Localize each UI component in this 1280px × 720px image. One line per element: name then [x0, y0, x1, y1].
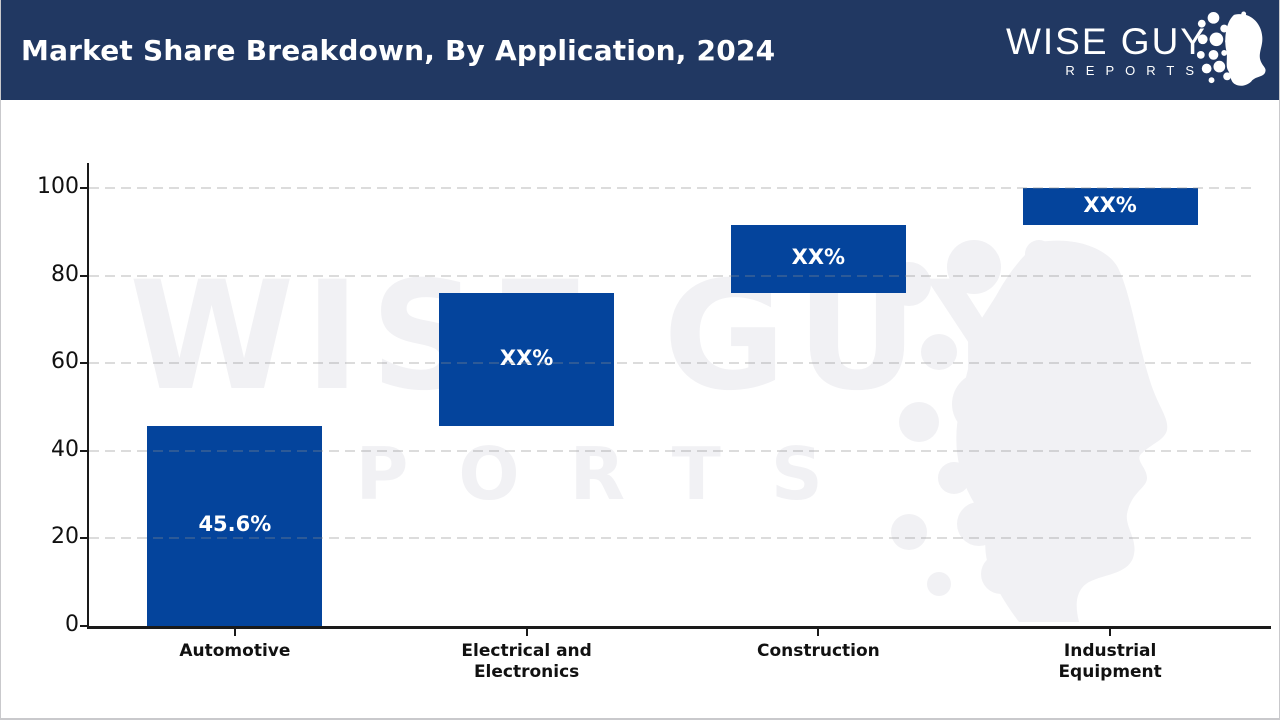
x-category-label: Automotive [105, 641, 365, 662]
y-tick-label-40: 40 [51, 436, 79, 462]
gridline-40 [89, 449, 1256, 452]
y-tick-mark-100 [80, 187, 88, 189]
y-tick-mark-60 [80, 362, 88, 365]
x-category-label-line: Equipment [1058, 662, 1162, 682]
bar-industrial-equipment: XX% [1022, 188, 1198, 226]
y-tick-label-0: 0 [65, 612, 79, 637]
wiseguy-logo: WISE GUY REPORTS [1006, 6, 1271, 94]
x-category-label-line: Industrial [1063, 641, 1157, 661]
y-tick-label-60: 60 [51, 349, 79, 375]
y-axis-line [87, 163, 89, 629]
y-tick-label-80: 80 [51, 261, 79, 287]
x-tick-mark-2 [817, 627, 820, 636]
page-title: Market Share Breakdown, By Application, … [21, 33, 776, 67]
x-tick-mark-3 [1109, 627, 1112, 636]
x-tick-mark-0 [233, 627, 236, 636]
y-tick-mark-80 [80, 274, 88, 277]
bar-value-label: XX% [791, 245, 846, 270]
bar-value-label: XX% [499, 345, 554, 370]
x-category-label: Industrial Equipment [980, 641, 1240, 683]
bar-value-label: XX% [1083, 192, 1137, 217]
y-tick-mark-0 [80, 625, 88, 627]
bar-value-label: 45.6% [198, 512, 272, 537]
logo-text: WISE GUY REPORTS [1005, 20, 1207, 78]
y-tick-label-20: 20 [51, 524, 79, 550]
bar-automotive: 45.6% [147, 426, 323, 626]
x-tick-mark-1 [525, 627, 528, 636]
x-category-label: Electrical and Electronics [397, 641, 657, 683]
bar-electrical-and-electronics: XX% [439, 293, 615, 427]
y-tick-mark-20 [80, 537, 88, 540]
gridline-60 [89, 362, 1256, 365]
watermark-head-icon [887, 240, 1168, 622]
logo-head-icon [1196, 11, 1266, 86]
y-tick-label-100: 100 [37, 174, 79, 199]
x-axis-line [87, 626, 1271, 629]
x-category-label: Construction [688, 641, 948, 662]
bar-construction: XX% [730, 225, 906, 294]
y-tick-mark-40 [80, 449, 88, 452]
gridline-20 [89, 537, 1256, 540]
logo-subtext: REPORTS [1065, 62, 1205, 78]
gridline-80 [89, 274, 1256, 277]
x-category-label-line: Electronics [473, 662, 580, 682]
header-bar: Market Share Breakdown, By Application, … [1, 0, 1279, 100]
logo-wordmark: WISE GUY [1005, 20, 1207, 62]
x-category-label-line: Automotive [179, 641, 291, 661]
x-category-label-line: Construction [756, 641, 880, 661]
gridline-100 [89, 187, 1256, 189]
x-category-label-line: Electrical and [461, 641, 592, 661]
